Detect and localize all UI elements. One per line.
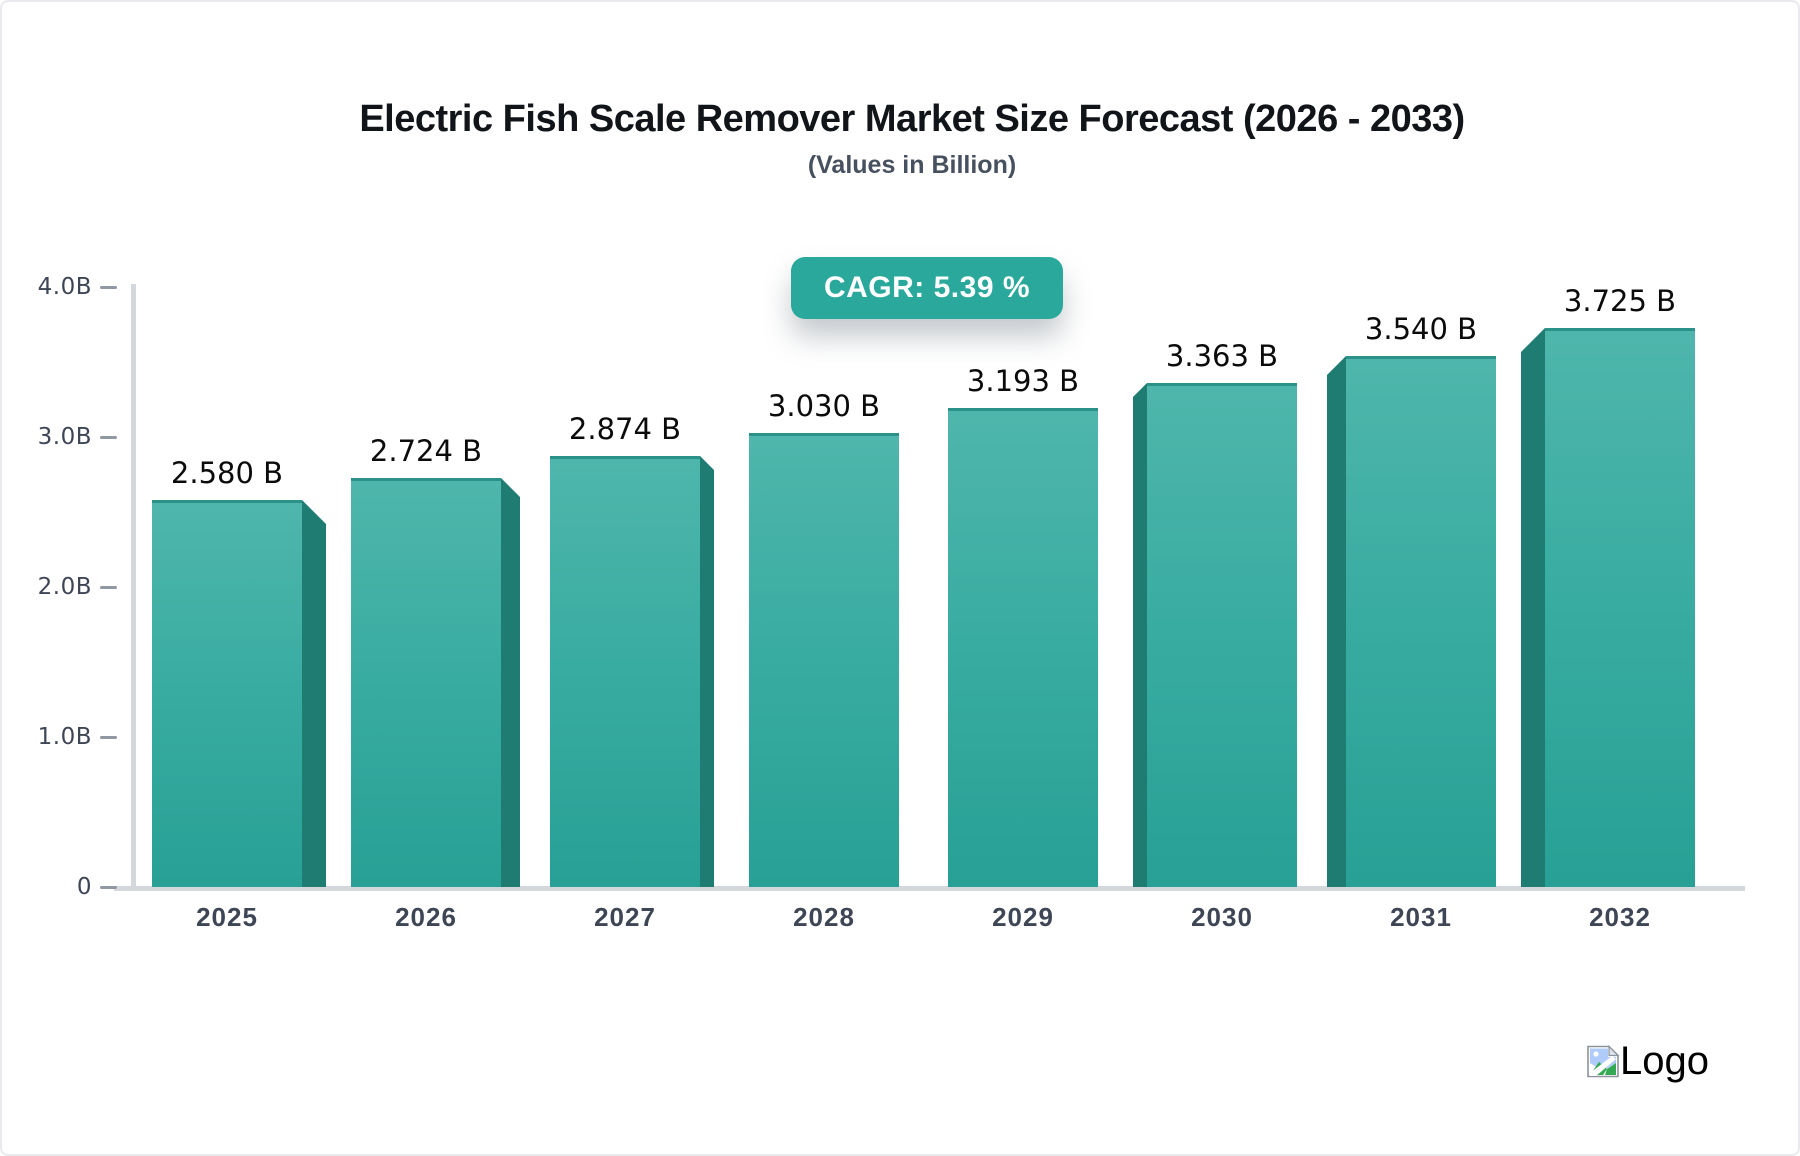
y-tick-label: 0 [76,874,92,900]
logo: Logo [1586,1039,1709,1083]
x-tick-label: 2031 [1390,902,1452,932]
x-tick-label: 2025 [196,902,258,932]
bar-2026 [351,478,501,887]
bar-side-face [700,456,714,887]
bar-top-edge [1545,328,1695,331]
bar-2032 [1545,328,1695,887]
cagr-badge: CAGR: 5.39 % [791,257,1063,319]
bar-top-edge [351,478,501,481]
y-tick-label: 2.0B [37,574,92,600]
x-tick-label: 2032 [1589,902,1651,932]
cagr-label: CAGR: 5.39 % [823,271,1031,304]
bar-side-face [1327,356,1346,887]
broken-image-icon [1587,1045,1620,1078]
bar-side-face [302,500,326,887]
x-axis-line [114,886,1745,891]
x-tick-label: 2030 [1191,902,1253,932]
x-tick-label: 2029 [992,902,1054,932]
chart-title: Electric Fish Scale Remover Market Size … [359,98,1465,140]
bar-top-edge [550,456,700,459]
bar-value-label: 2.874 B [568,412,682,446]
bar-2025 [152,500,302,887]
bar-value-label: 2.724 B [369,434,483,468]
bar-side-face [1521,328,1545,887]
y-tick-dash [100,436,117,439]
y-tick-label: 4.0B [37,274,92,300]
y-tick-label: 3.0B [37,424,92,450]
bar-side-face [1133,383,1147,887]
chart-subtitle: (Values in Billion) [807,151,1017,179]
bar-top-edge [1346,356,1496,359]
bar-2027 [550,456,700,887]
bar-top-edge [152,500,302,503]
bar-2029 [948,408,1098,887]
bar-2031 [1346,356,1496,887]
bar-value-label: 3.363 B [1165,339,1279,373]
bar-value-label: 3.193 B [966,364,1080,398]
bar-top-edge [749,433,899,436]
x-tick-label: 2027 [594,902,656,932]
y-tick-dash [100,736,117,739]
bar-value-label: 3.540 B [1364,312,1478,346]
x-tick-label: 2028 [793,902,855,932]
logo-text: Logo [1620,1039,1709,1083]
y-axis-line [131,284,136,891]
bar-2030 [1147,383,1297,887]
bar-top-edge [948,408,1098,411]
bar-value-label: 3.725 B [1563,284,1677,318]
x-tick-label: 2026 [395,902,457,932]
bar-2028 [749,433,899,887]
y-tick-dash [100,586,117,589]
bar-value-label: 3.030 B [767,389,881,423]
bar-value-label: 2.580 B [170,456,284,490]
bar-top-edge [1147,383,1297,386]
y-tick-dash [100,886,117,889]
y-tick-dash [100,286,117,289]
y-tick-label: 1.0B [37,724,92,750]
bar-side-face [501,478,520,887]
